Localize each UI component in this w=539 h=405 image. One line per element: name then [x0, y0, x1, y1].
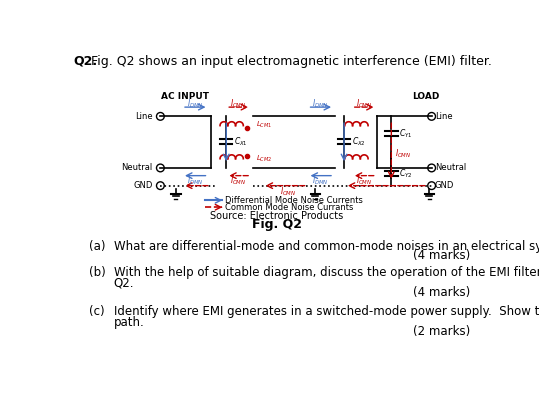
- Text: LOAD: LOAD: [412, 92, 439, 101]
- Text: Q2.: Q2.: [74, 55, 98, 68]
- Text: $C_{Y1}$: $C_{Y1}$: [399, 127, 412, 140]
- Text: Neutral: Neutral: [435, 164, 466, 173]
- Text: $I_{CMN}$: $I_{CMN}$: [230, 97, 247, 109]
- Text: With the help of suitable diagram, discuss the operation of the EMI filter in Fi: With the help of suitable diagram, discu…: [114, 266, 539, 279]
- Text: $I_{DMN}$: $I_{DMN}$: [313, 97, 329, 109]
- Text: $I_{CMN}$: $I_{CMN}$: [280, 185, 296, 198]
- Text: Differential Mode Noise Currents: Differential Mode Noise Currents: [225, 196, 363, 205]
- Text: Fig. Q2 shows an input electromagnetic interference (EMI) filter.: Fig. Q2 shows an input electromagnetic i…: [91, 55, 492, 68]
- Text: Line: Line: [435, 112, 452, 121]
- Text: Identify where EMI generates in a switched-mode power supply.  Show the noise: Identify where EMI generates in a switch…: [114, 305, 539, 318]
- Text: Fig. Q2: Fig. Q2: [252, 217, 302, 231]
- Text: (2 marks): (2 marks): [413, 325, 471, 338]
- Text: $L_{CM1}$: $L_{CM1}$: [257, 120, 273, 130]
- Text: AC INPUT: AC INPUT: [161, 92, 209, 101]
- Text: Line: Line: [135, 112, 153, 121]
- Text: (b): (b): [89, 266, 106, 279]
- Text: Neutral: Neutral: [121, 164, 153, 173]
- Text: $I_{CMN}$: $I_{CMN}$: [230, 175, 247, 187]
- Text: $L_{CM2}$: $L_{CM2}$: [257, 153, 273, 164]
- Text: (4 marks): (4 marks): [413, 286, 471, 299]
- Text: path.: path.: [114, 316, 144, 329]
- Text: Q2.: Q2.: [114, 277, 134, 290]
- Text: GND: GND: [435, 181, 454, 190]
- Text: $I_{DMN}$: $I_{DMN}$: [313, 175, 329, 187]
- Text: $I_{CMN}$: $I_{CMN}$: [356, 97, 372, 109]
- Text: Common Mode Noise Currants: Common Mode Noise Currants: [225, 203, 353, 212]
- Text: $I_{DMN}$: $I_{DMN}$: [187, 97, 204, 109]
- Text: (4 marks): (4 marks): [413, 249, 471, 262]
- Text: What are differential-mode and common-mode noises in an electrical system?: What are differential-mode and common-mo…: [114, 240, 539, 253]
- Text: (a): (a): [89, 240, 106, 253]
- Text: $C_{X1}$: $C_{X1}$: [234, 136, 248, 148]
- Text: $I_{CMN}$: $I_{CMN}$: [356, 175, 372, 187]
- Text: $C_{Y2}$: $C_{Y2}$: [399, 167, 412, 179]
- Text: $C_{X2}$: $C_{X2}$: [352, 136, 365, 148]
- Text: Source: Electronic Products: Source: Electronic Products: [210, 211, 343, 221]
- Text: $I_{DMN}$: $I_{DMN}$: [187, 175, 204, 187]
- Text: GND: GND: [133, 181, 153, 190]
- Text: (c): (c): [89, 305, 105, 318]
- Text: $I_{CMN}$: $I_{CMN}$: [395, 147, 411, 160]
